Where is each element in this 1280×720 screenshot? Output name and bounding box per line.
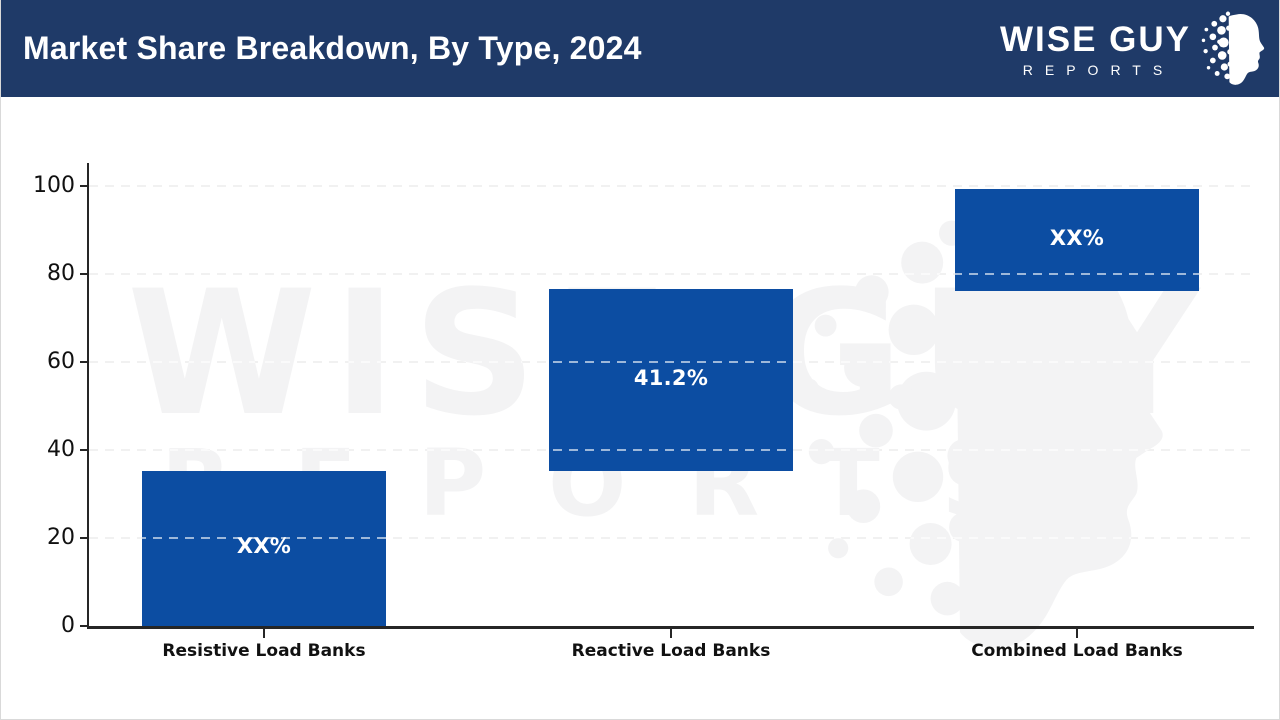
y-tick-label-60: 60 bbox=[47, 349, 75, 374]
wise-guy-reports-logo: WISE GUY REPORTS bbox=[1000, 8, 1269, 92]
y-tick-mark-0 bbox=[80, 625, 89, 627]
logo-wordmark: WISE GUY bbox=[999, 20, 1191, 59]
y-tick-label-40: 40 bbox=[47, 437, 75, 462]
y-tick-mark-40 bbox=[80, 449, 89, 451]
bar-value-label-2: 41.2% bbox=[633, 366, 709, 391]
bar-1 bbox=[142, 470, 386, 626]
y-tick-mark-80 bbox=[80, 273, 89, 275]
chart-title: Market Share Breakdown, By Type, 2024 bbox=[23, 30, 642, 66]
y-tick-mark-20 bbox=[80, 537, 89, 539]
header-bar: Market Share Breakdown, By Type, 2024 WI… bbox=[1, 0, 1279, 97]
watermark-face-icon bbox=[798, 220, 1163, 648]
y-tick-label-0: 0 bbox=[61, 613, 75, 638]
bar-2 bbox=[549, 289, 793, 471]
category-label-2: Reactive Load Banks bbox=[571, 641, 771, 661]
gridline-overlay-y100 bbox=[89, 185, 1254, 187]
gridline-overlay-y60 bbox=[89, 361, 1254, 363]
bar-value-label-3: XX% bbox=[1049, 225, 1105, 250]
x-tick-mark-3 bbox=[1076, 629, 1078, 638]
gridline-overlay-y20 bbox=[89, 537, 1254, 539]
y-tick-mark-100 bbox=[80, 185, 89, 187]
y-tick-label-80: 80 bbox=[47, 261, 75, 286]
category-label-3: Combined Load Banks bbox=[971, 641, 1183, 661]
gridline-overlay-y80 bbox=[89, 273, 1254, 275]
logo-subtitle: REPORTS bbox=[1022, 62, 1175, 78]
x-tick-mark-1 bbox=[263, 629, 265, 638]
logo-wordmark-block: WISE GUY REPORTS bbox=[1000, 20, 1191, 78]
category-label-1: Resistive Load Banks bbox=[162, 641, 366, 661]
gridline-overlay-y40 bbox=[89, 449, 1254, 451]
x-tick-mark-2 bbox=[670, 629, 672, 638]
bar-value-label-1: XX% bbox=[236, 534, 292, 559]
y-axis-line bbox=[87, 163, 89, 629]
x-axis-line bbox=[87, 626, 1254, 629]
y-tick-label-100: 100 bbox=[33, 173, 75, 198]
dotted-face-logo-icon bbox=[1201, 11, 1265, 85]
y-tick-mark-60 bbox=[80, 361, 89, 363]
y-tick-label-20: 20 bbox=[47, 525, 75, 550]
